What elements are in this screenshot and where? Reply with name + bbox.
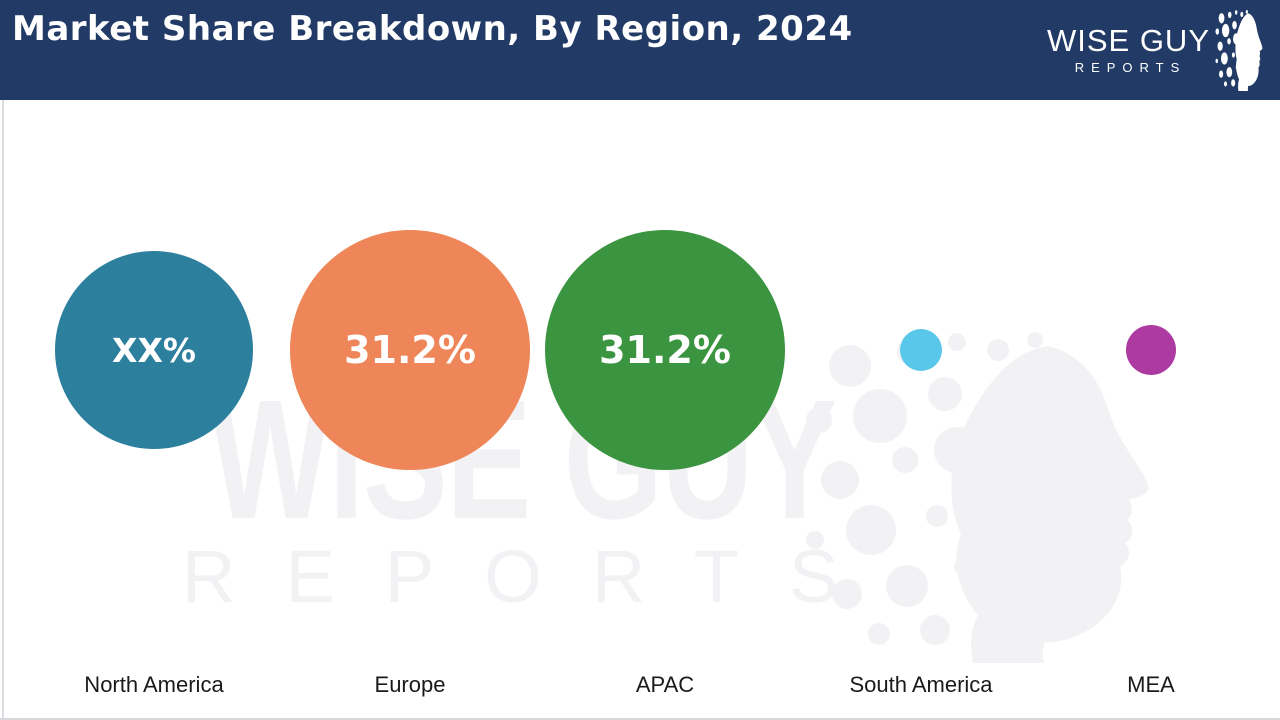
logo-text: WISE GUY REPORTS	[1046, 22, 1210, 76]
logo-subname: REPORTS	[1074, 60, 1187, 76]
chart-bottom-border	[0, 718, 1280, 720]
region-label-apac: APAC	[635, 672, 695, 697]
chart-left-border	[2, 100, 4, 718]
region-label-europe: Europe	[374, 672, 446, 697]
bubble-south-america	[900, 329, 942, 371]
bubble-mea	[1126, 325, 1176, 375]
region-label-south-america: South America	[849, 672, 993, 697]
wiseguy-logo: WISE GUY REPORTS	[1047, 4, 1266, 96]
page-title: Market Share Breakdown, By Region, 2024	[12, 9, 853, 49]
region-label-north-america: North America	[84, 672, 224, 697]
bubble-north-america: XX%	[55, 251, 253, 449]
bubble-apac: 31.2%	[545, 230, 785, 470]
watermark-reports: REPORTS	[182, 535, 889, 618]
bubble-value-label: 31.2%	[344, 328, 476, 372]
bubble-value-label: 31.2%	[599, 328, 731, 372]
region-label-mea: MEA	[1127, 672, 1175, 697]
logo-name: WISE GUY	[1046, 22, 1210, 58]
bubble-value-label: XX%	[112, 330, 196, 370]
bubble-europe: 31.2%	[290, 230, 530, 470]
header: Market Share Breakdown, By Region, 2024 …	[0, 0, 1280, 100]
